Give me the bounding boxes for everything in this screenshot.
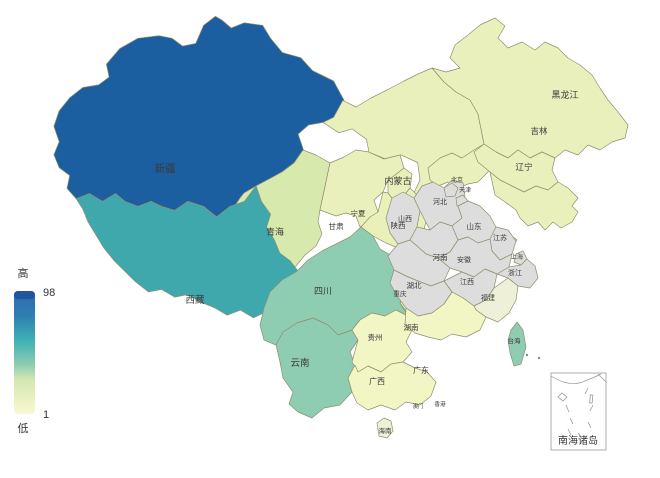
svg-text:内蒙古: 内蒙古 <box>384 175 411 186</box>
svg-text:上海: 上海 <box>511 253 523 261</box>
svg-text:海南: 海南 <box>379 426 393 435</box>
svg-text:江西: 江西 <box>460 278 474 286</box>
svg-text:西藏: 西藏 <box>185 294 205 306</box>
svg-text:河北: 河北 <box>433 198 447 206</box>
svg-text:浙江: 浙江 <box>508 268 522 277</box>
svg-text:福建: 福建 <box>481 293 495 302</box>
svg-text:重庆: 重庆 <box>394 289 408 298</box>
svg-text:四川: 四川 <box>314 286 332 296</box>
svg-text:湖北: 湖北 <box>407 281 422 290</box>
svg-text:青海: 青海 <box>266 226 284 237</box>
svg-text:天津: 天津 <box>459 187 471 194</box>
svg-text:山西: 山西 <box>398 214 412 223</box>
svg-text:南海诸岛: 南海诸岛 <box>558 434 598 447</box>
svg-text:台海: 台海 <box>508 336 522 345</box>
svg-text:江苏: 江苏 <box>493 233 507 242</box>
svg-text:澳门: 澳门 <box>412 402 423 410</box>
svg-text:新疆: 新疆 <box>155 162 176 175</box>
svg-text:98: 98 <box>43 287 55 299</box>
svg-text:黑龙江: 黑龙江 <box>551 89 578 100</box>
svg-text:贵州: 贵州 <box>368 332 383 342</box>
svg-text:山东: 山东 <box>467 221 482 231</box>
svg-text:1: 1 <box>43 409 49 421</box>
svg-text:宁夏: 宁夏 <box>351 208 366 218</box>
svg-text:吉林: 吉林 <box>530 126 548 136</box>
svg-text:广西: 广西 <box>369 376 385 386</box>
svg-text:安徽: 安徽 <box>457 255 471 264</box>
svg-text:香港: 香港 <box>434 400 446 408</box>
svg-text:广东: 广东 <box>413 365 429 375</box>
svg-text:低: 低 <box>18 422 29 435</box>
svg-text:湖南: 湖南 <box>404 322 419 332</box>
svg-text:河南: 河南 <box>433 252 448 262</box>
svg-text:云南: 云南 <box>290 357 309 369</box>
svg-text:辽宁: 辽宁 <box>515 162 532 172</box>
svg-text:高: 高 <box>18 266 29 280</box>
svg-text:甘肃: 甘肃 <box>329 221 344 231</box>
svg-text:北京: 北京 <box>451 176 463 184</box>
